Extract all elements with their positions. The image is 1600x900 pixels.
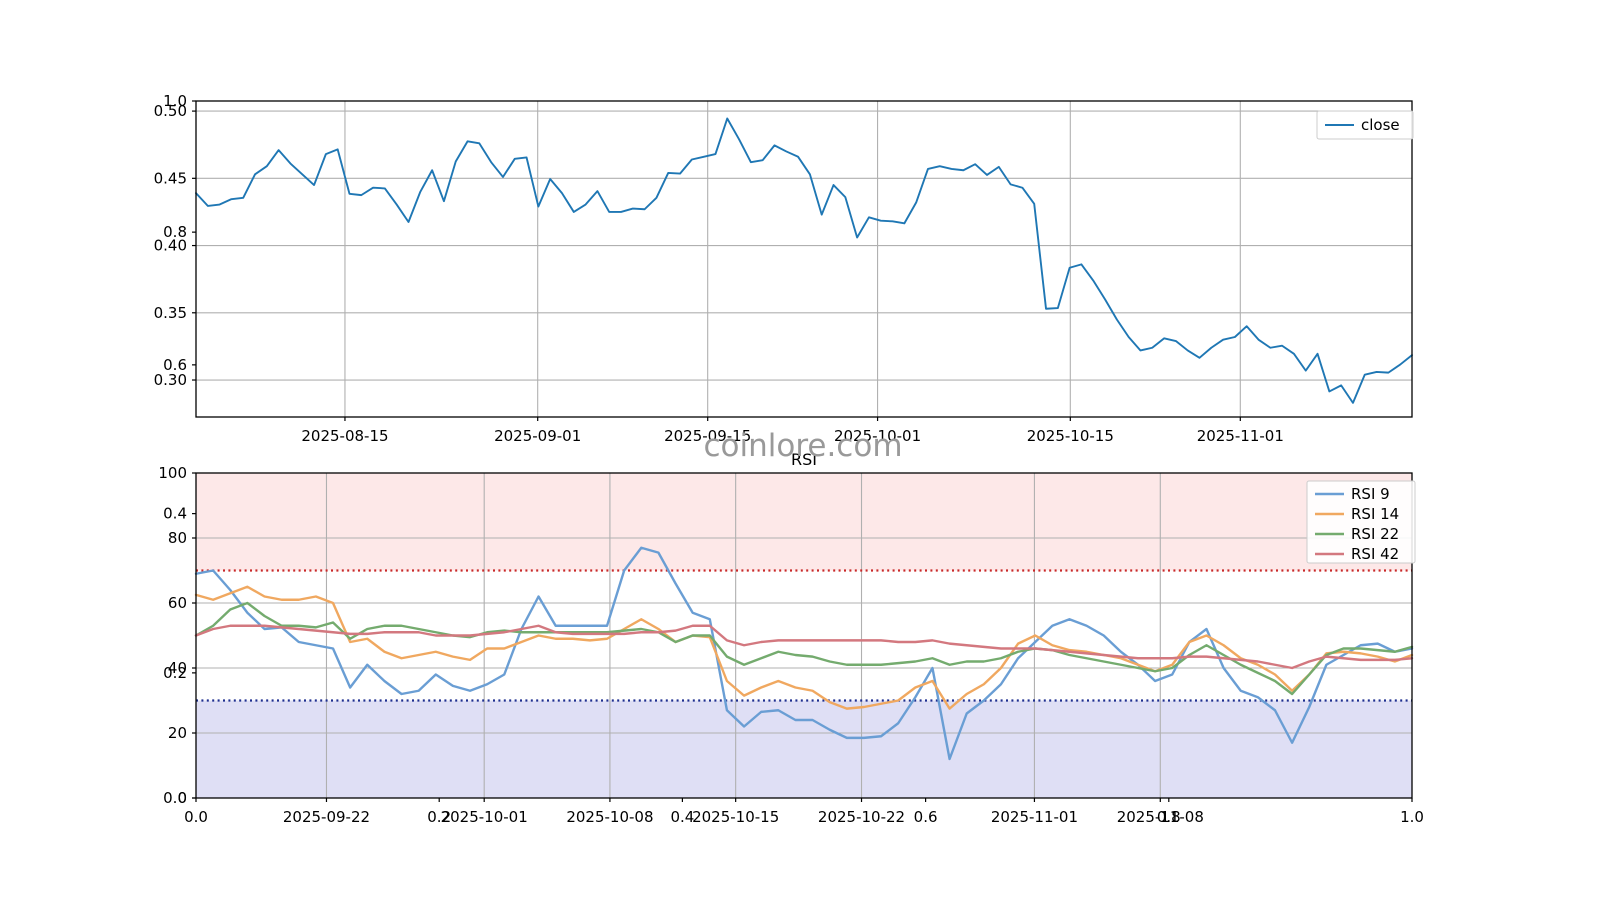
price-y-ticklabel: 0.45 [154, 169, 187, 187]
rsi-overbought-band [196, 473, 1412, 571]
rsi-overlay-x-ticklabel: 0.6 [914, 808, 938, 826]
rsi-overlay-y-ticklabel: 0.0 [163, 789, 187, 807]
rsi-legend-label-rsi-9: RSI 9 [1351, 485, 1390, 503]
rsi-x-ticklabel: 2025-10-22 [818, 808, 905, 826]
price-x-ticklabel: 2025-09-15 [664, 427, 751, 445]
price-close-line [195, 117, 1413, 404]
rsi-y-ticklabel: 60 [168, 594, 187, 612]
rsi-x-ticklabel: 2025-09-22 [283, 808, 370, 826]
price-plot-background [196, 101, 1412, 417]
rsi-axes-frame [195, 472, 1413, 799]
price-legend-box [1316, 110, 1414, 140]
price-legend-label-close: close [1361, 116, 1400, 134]
price-x-ticklabel: 2025-08-15 [301, 427, 388, 445]
rsi-overlay-x-ticklabel: 0.4 [670, 808, 694, 826]
rsi-y-ticklabel: 100 [158, 464, 187, 482]
price-y-ticklabel: 0.40 [154, 237, 187, 255]
rsi-overlay-x-ticklabel: 0.8 [1157, 808, 1181, 826]
rsi-oversold-band [196, 700, 1412, 798]
rsi-series-line-rsi-14 [194, 585, 1414, 710]
price-x-ticklabel: 2025-11-01 [1197, 427, 1284, 445]
rsi-series-line-rsi-42 [194, 624, 1414, 670]
rsi-x-ticklabel: 2025-10-08 [566, 808, 653, 826]
rsi-overlay-y-ticklabel: 0.4 [163, 505, 187, 523]
price-overlay-ticklabel: 0.8 [163, 223, 187, 241]
rsi-x-ticklabel: 2025-10-15 [692, 808, 779, 826]
rsi-overlay-x-ticklabel: 1.0 [1400, 808, 1424, 826]
rsi-panel-title: RSI [791, 450, 817, 469]
rsi-overlay-y-ticklabel: 0.2 [163, 664, 187, 682]
price-y-ticklabel: 0.35 [154, 304, 187, 322]
price-x-ticklabel: 2025-09-01 [494, 427, 581, 445]
rsi-y-ticklabel: 80 [168, 529, 187, 547]
price-axes-frame [195, 100, 1413, 418]
rsi-x-ticklabel: 2025-11-08 [1117, 808, 1204, 826]
rsi-legend-label-rsi-42: RSI 42 [1351, 545, 1399, 563]
rsi-y-ticklabel: 20 [168, 724, 187, 742]
price-y-ticklabel: 0.30 [154, 371, 187, 389]
rsi-series-line-rsi-22 [194, 601, 1414, 696]
rsi-legend-box [1306, 480, 1416, 564]
price-x-ticklabel: 2025-10-01 [834, 427, 921, 445]
rsi-x-ticklabel: 2025-10-01 [441, 808, 528, 826]
rsi-legend-label-rsi-22: RSI 22 [1351, 525, 1399, 543]
price-overlay-ticklabel: 0.6 [163, 356, 187, 374]
rsi-overlay-x-ticklabel: 0.0 [184, 808, 208, 826]
rsi-series-line-rsi-9 [194, 546, 1414, 761]
price-y-ticklabel: 0.50 [154, 102, 187, 120]
rsi-y-ticklabel: 0 [177, 789, 187, 807]
rsi-overlay-x-ticklabel: 0.2 [427, 808, 451, 826]
watermark-text: coinlore.com [703, 428, 902, 464]
rsi-legend-label-rsi-14: RSI 14 [1351, 505, 1399, 523]
rsi-y-ticklabel: 40 [168, 659, 187, 677]
rsi-x-ticklabel: 2025-11-01 [991, 808, 1078, 826]
price-x-ticklabel: 2025-10-15 [1027, 427, 1114, 445]
price-overlay-ticklabel: 1.0 [163, 92, 187, 110]
